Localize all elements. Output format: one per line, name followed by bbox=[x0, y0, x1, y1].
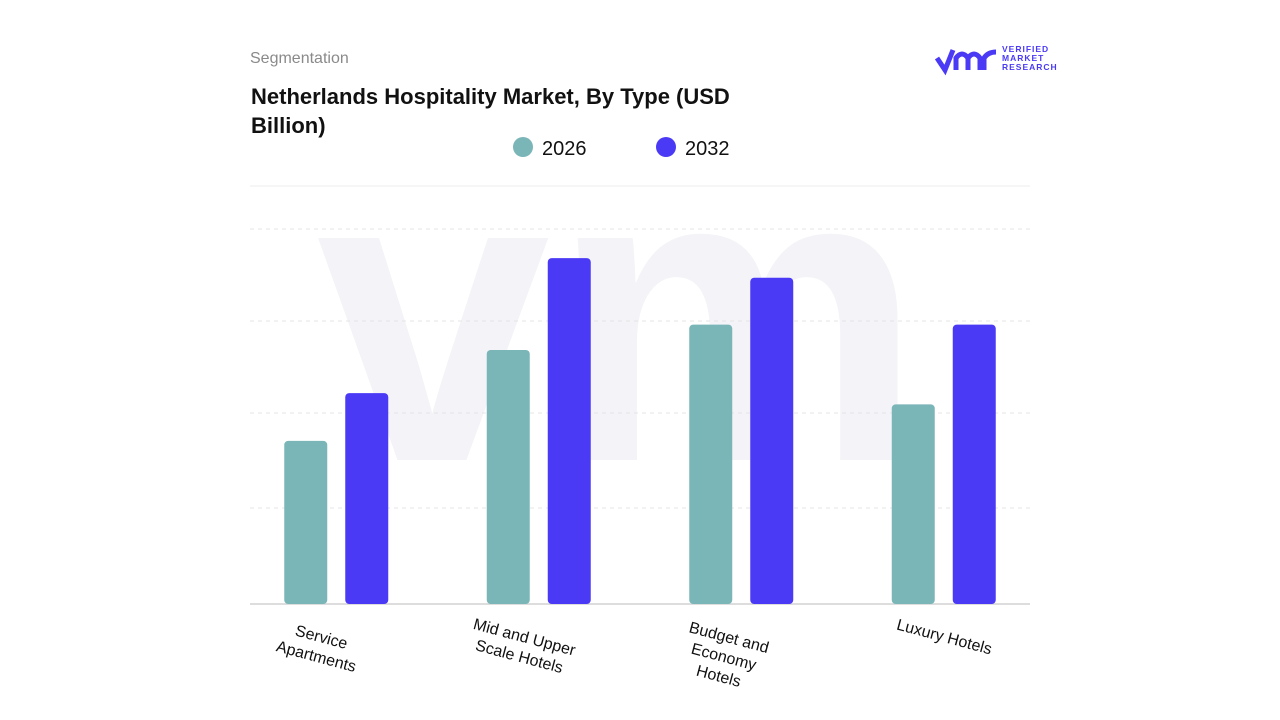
watermark: vm bbox=[316, 81, 923, 550]
bar bbox=[547, 258, 591, 604]
logo-text: RESEARCH bbox=[1002, 62, 1058, 72]
logo-text: MARKET bbox=[1002, 53, 1045, 63]
legend-label: 2026 bbox=[542, 138, 587, 160]
bar bbox=[952, 324, 996, 604]
logo: VERIFIED MARKET RESEARCH bbox=[1002, 45, 1058, 72]
logo-mark bbox=[934, 49, 997, 76]
chart-title: Netherlands Hospitality Market, By Type … bbox=[251, 84, 730, 138]
legend-marker bbox=[513, 137, 533, 157]
legend-label: 2032 bbox=[685, 138, 730, 160]
bar bbox=[284, 440, 328, 604]
legend-marker bbox=[656, 137, 676, 157]
bar bbox=[486, 349, 530, 604]
bar bbox=[891, 404, 935, 604]
bar bbox=[689, 324, 733, 604]
bar bbox=[750, 277, 794, 604]
bar bbox=[345, 393, 389, 604]
logo-text: VERIFIED bbox=[1002, 44, 1050, 54]
section-label: Segmentation bbox=[250, 50, 349, 67]
